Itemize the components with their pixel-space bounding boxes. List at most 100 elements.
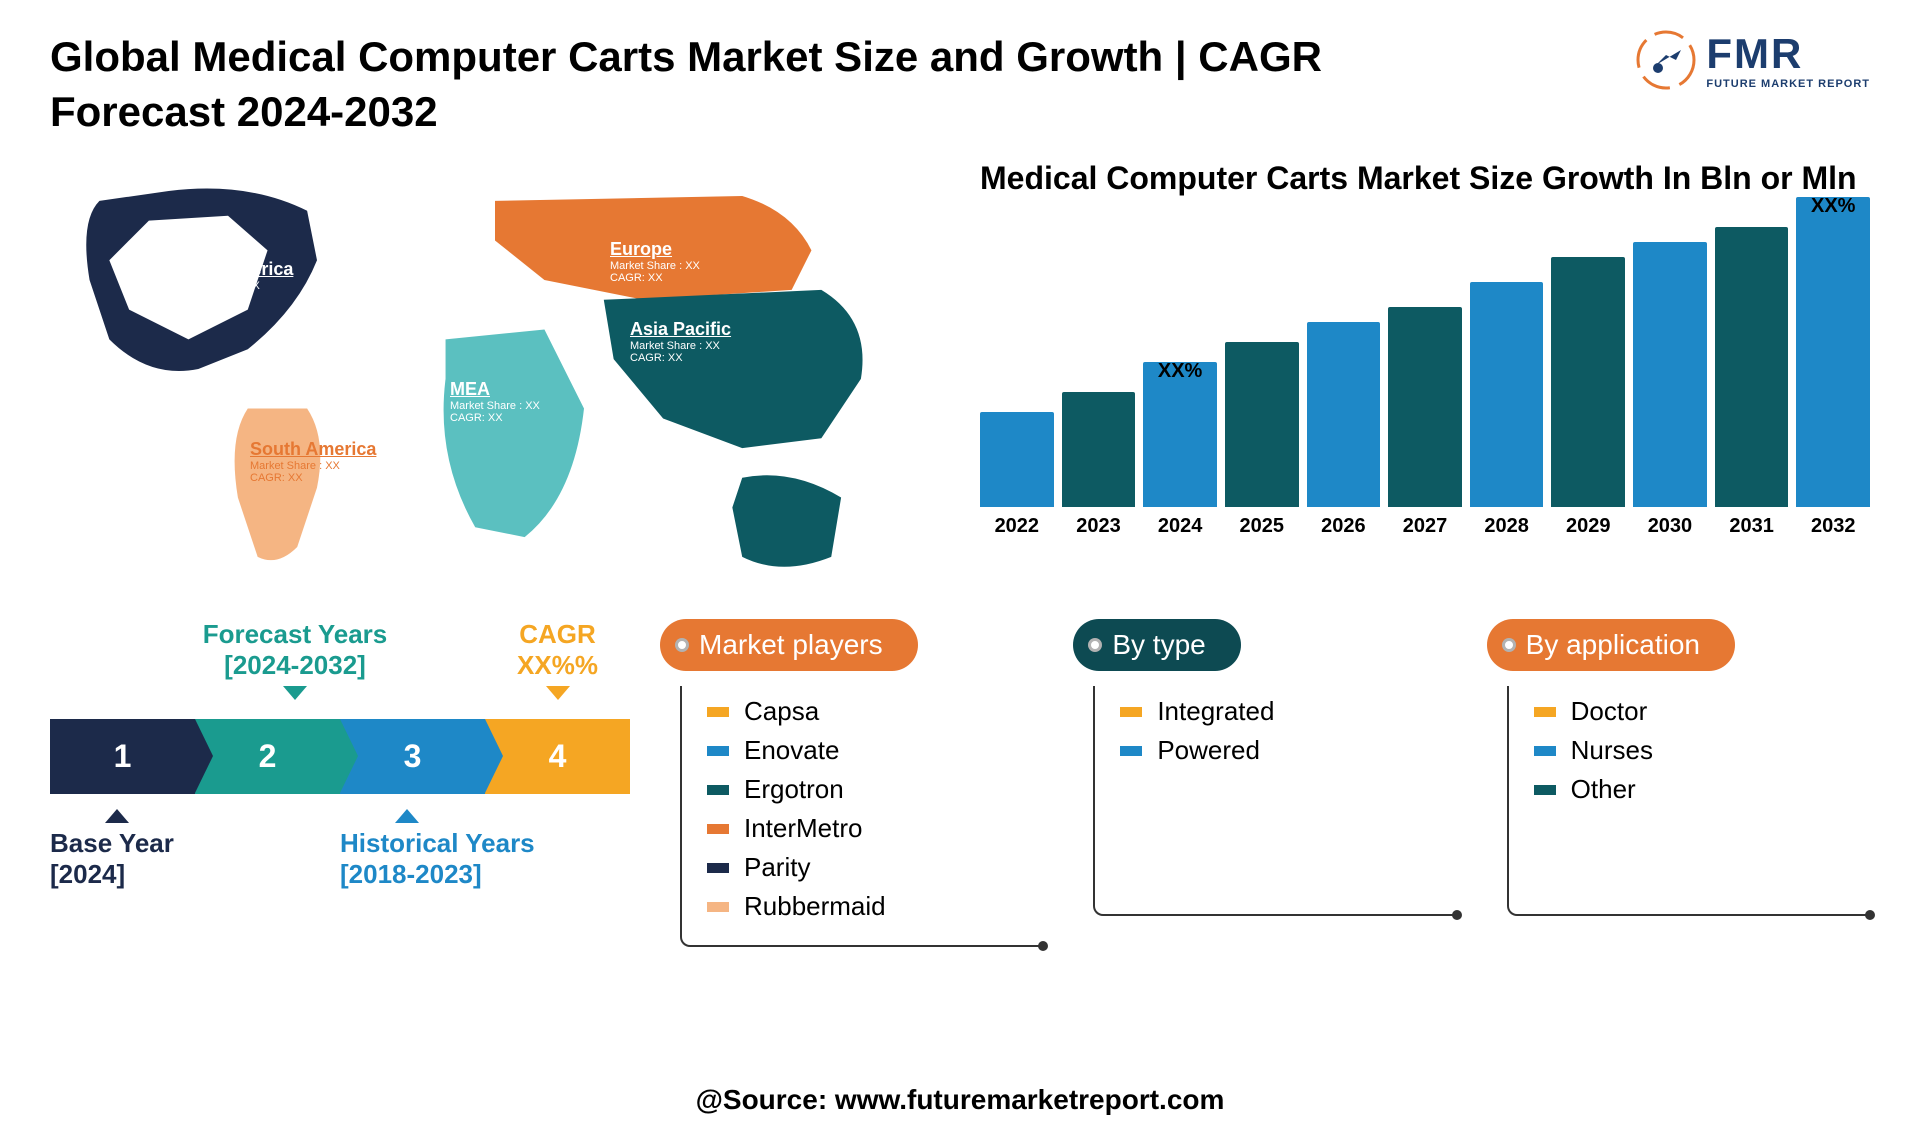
- bars-container: 2022 2023 XX%2024 2025 2026 2027 202820292030 2…: [980, 218, 1870, 538]
- dot-icon: [1502, 638, 1516, 652]
- bar-group: 2023: [1062, 392, 1136, 538]
- arrow-icon: [283, 686, 307, 700]
- bottom-section: Forecast Years [2024-2032] CAGR XX%% 1 2…: [50, 619, 1870, 947]
- category-item: Ergotron: [707, 774, 1043, 805]
- header: Global Medical Computer Carts Market Siz…: [50, 30, 1870, 139]
- bar-group: 2029: [1551, 257, 1625, 538]
- bullet-icon: [707, 785, 729, 795]
- bar-group: 2030: [1633, 242, 1707, 538]
- category-item: Integrated: [1120, 696, 1456, 727]
- category-item: Powered: [1120, 735, 1456, 766]
- region-share: Market Share : XX: [170, 280, 293, 292]
- category-section: Market players Capsa Enovate Ergotron InterM…: [660, 619, 1043, 947]
- bullet-icon: [1534, 746, 1556, 756]
- bar-group: 2031: [1715, 227, 1789, 538]
- forecast-range: [2024-2032]: [195, 650, 395, 681]
- map-svg: [50, 159, 940, 579]
- region-name: MEA: [450, 379, 540, 400]
- bar-group: 2028: [1470, 282, 1544, 538]
- bar: [1225, 342, 1299, 507]
- item-label: Doctor: [1571, 696, 1648, 727]
- hist-range: [2018-2023]: [340, 859, 590, 890]
- bar-year: 2022: [995, 515, 1040, 538]
- region-share: Market Share : XX: [630, 340, 731, 352]
- region-cagr: CAGR: XX: [250, 472, 376, 484]
- region-label: Asia PacificMarket Share : XXCAGR: XX: [630, 319, 731, 364]
- dot-icon: [675, 638, 689, 652]
- bar: [1143, 362, 1217, 507]
- item-label: Rubbermaid: [744, 891, 886, 922]
- region-cagr: CAGR: XX: [630, 352, 731, 364]
- bullet-icon: [707, 863, 729, 873]
- category-item: Enovate: [707, 735, 1043, 766]
- hist-text: Historical Years: [340, 828, 590, 859]
- item-label: InterMetro: [744, 813, 863, 844]
- item-label: Nurses: [1571, 735, 1653, 766]
- chart-title: Medical Computer Carts Market Size Growt…: [980, 159, 1870, 197]
- bullet-icon: [1534, 707, 1556, 717]
- arrow-icon: [395, 809, 419, 823]
- bullet-icon: [707, 707, 729, 717]
- forecast-label: Forecast Years [2024-2032]: [195, 619, 395, 700]
- bullet-icon: [1120, 746, 1142, 756]
- category-item: Other: [1534, 774, 1870, 805]
- arrow-icon: [546, 686, 570, 700]
- item-label: Powered: [1157, 735, 1260, 766]
- bar-year: 2025: [1239, 515, 1284, 538]
- bar-year: 2027: [1403, 515, 1448, 538]
- dot-icon: [1088, 638, 1102, 652]
- category-title: By type: [1112, 629, 1205, 661]
- timeline-bar: 1 2 3 4: [50, 719, 630, 794]
- timeline-seg-4: 4: [485, 719, 630, 794]
- bar-group: 2025: [1225, 342, 1299, 538]
- region-cagr: CAGR: XX: [170, 292, 293, 304]
- category-item: Capsa: [707, 696, 1043, 727]
- page-title: Global Medical Computer Carts Market Siz…: [50, 30, 1450, 139]
- logo-icon: [1636, 30, 1696, 90]
- category-title: By application: [1526, 629, 1700, 661]
- region-share: Market Share : XX: [450, 400, 540, 412]
- region-label: EuropeMarket Share : XXCAGR: XX: [610, 239, 700, 284]
- base-range: [2024]: [50, 859, 250, 890]
- timeline-seg-2: 2: [195, 719, 340, 794]
- bar: [1062, 392, 1136, 507]
- category-body: Doctor Nurses Other: [1507, 686, 1870, 916]
- bar-year: 2032: [1811, 515, 1856, 538]
- category-header: By type: [1073, 619, 1240, 671]
- item-label: Integrated: [1157, 696, 1274, 727]
- timeline-seg-3: 3: [340, 719, 485, 794]
- category-section: By type Integrated Powered: [1073, 619, 1456, 947]
- bar-year: 2031: [1729, 515, 1774, 538]
- category-body: Capsa Enovate Ergotron InterMetro Parity Rubb…: [680, 686, 1043, 947]
- world-map: North AmericaMarket Share : XXCAGR: XXSo…: [50, 159, 940, 579]
- bar-group: XX%2024: [1143, 362, 1217, 538]
- category-item: Nurses: [1534, 735, 1870, 766]
- bar-group: 2026: [1307, 322, 1381, 538]
- region-label: South AmericaMarket Share : XXCAGR: XX: [250, 439, 376, 484]
- bar-year: 2023: [1076, 515, 1121, 538]
- bar: [1715, 227, 1789, 507]
- base-text: Base Year: [50, 828, 250, 859]
- category-title: Market players: [699, 629, 883, 661]
- item-label: Parity: [744, 852, 810, 883]
- bar: [1551, 257, 1625, 507]
- item-label: Capsa: [744, 696, 819, 727]
- bar: [1470, 282, 1544, 507]
- bar-group: 2027: [1388, 307, 1462, 538]
- cagr-value: XX%%: [485, 650, 630, 681]
- logo: FMR FUTURE MARKET REPORT: [1636, 30, 1870, 90]
- region-name: South America: [250, 439, 376, 460]
- category-header: By application: [1487, 619, 1735, 671]
- cagr-text: CAGR: [485, 619, 630, 650]
- region-name: North America: [170, 259, 293, 280]
- bar-chart: Medical Computer Carts Market Size Growt…: [980, 159, 1870, 579]
- bar: [1307, 322, 1381, 507]
- region-cagr: CAGR: XX: [450, 412, 540, 424]
- bullet-icon: [707, 746, 729, 756]
- item-label: Enovate: [744, 735, 839, 766]
- main-content: North AmericaMarket Share : XXCAGR: XXSo…: [50, 159, 1870, 579]
- timeline-seg-1: 1: [50, 719, 195, 794]
- region-share: Market Share : XX: [610, 260, 700, 272]
- bullet-icon: [707, 902, 729, 912]
- category-body: Integrated Powered: [1093, 686, 1456, 916]
